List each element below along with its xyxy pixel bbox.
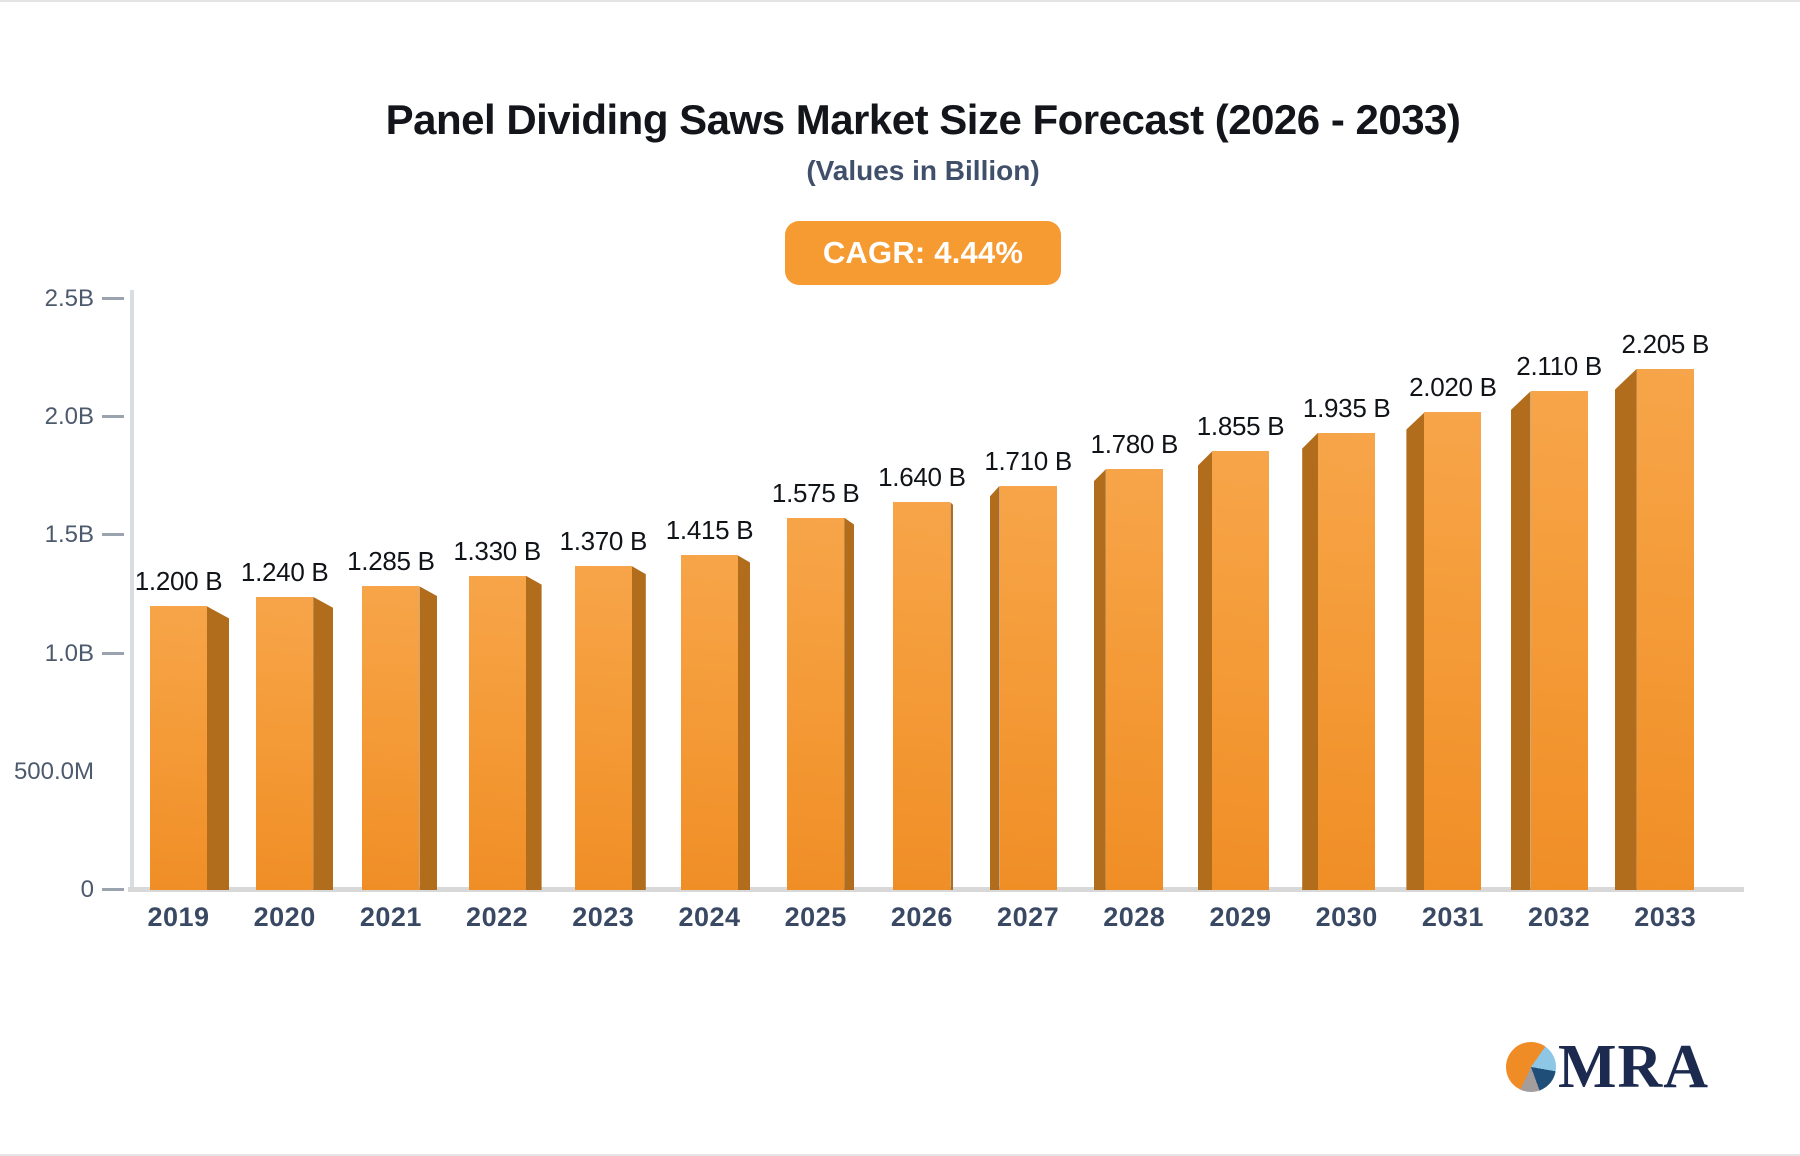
x-axis-label: 2019 <box>147 902 210 932</box>
x-axis-label: 2024 <box>678 902 741 932</box>
cagr-badge: CAGR: 4.44% <box>784 221 1062 286</box>
bar-value-label: 1.285 B <box>347 546 435 577</box>
y-axis-tick-dash <box>102 297 124 300</box>
bar[interactable] <box>787 517 845 890</box>
x-axis-label: 2023 <box>572 902 635 932</box>
x-axis-label: 2025 <box>784 902 847 932</box>
chart-header: Panel Dividing Saws Market Size Forecast… <box>46 96 1800 286</box>
mra-logo: MRA <box>1506 1033 1710 1101</box>
bar-side-face <box>1510 391 1531 890</box>
bar[interactable] <box>1424 412 1482 890</box>
bar-side-face <box>1614 368 1637 890</box>
chart-subtitle: (Values in Billion) <box>806 155 1040 187</box>
bar[interactable] <box>1105 469 1163 890</box>
bar-side-face <box>844 517 855 890</box>
bar-value-label: 1.640 B <box>878 462 966 493</box>
bar-side-face <box>207 606 229 890</box>
x-axis-label: 2033 <box>1634 902 1697 932</box>
bar-value-label: 1.200 B <box>134 566 223 597</box>
y-axis-tick-label: 0 <box>80 876 94 903</box>
bar-side-face <box>525 575 542 890</box>
bar[interactable] <box>1318 432 1376 890</box>
bar-side-face <box>950 502 954 890</box>
bar-side-face <box>1302 432 1319 890</box>
bar-side-face <box>1093 469 1106 890</box>
y-axis-tick-label: 500.0M <box>13 757 94 785</box>
x-axis-label: 2026 <box>890 902 953 932</box>
x-axis-label: 2021 <box>359 902 422 932</box>
pie-chart-logo-icon <box>1506 1042 1556 1092</box>
bar[interactable] <box>574 566 632 890</box>
y-axis-tick-dash <box>102 888 124 891</box>
bar-value-label: 1.240 B <box>240 556 329 587</box>
bar-value-label: 2.205 B <box>1621 328 1710 359</box>
x-axis-label: 2027 <box>997 902 1060 932</box>
bar[interactable] <box>256 596 314 890</box>
bar[interactable] <box>999 485 1057 890</box>
bar-value-label: 1.415 B <box>665 515 754 546</box>
x-axis-label: 2029 <box>1209 902 1272 932</box>
x-axis-label: 2022 <box>466 902 529 932</box>
bar-side-face <box>631 566 646 890</box>
bar-value-label: 2.020 B <box>1409 372 1497 403</box>
x-axis-label: 2031 <box>1421 902 1484 932</box>
bar[interactable] <box>468 575 526 890</box>
y-axis-tick-label: 1.0B <box>44 639 94 667</box>
chart-title: Panel Dividing Saws Market Size Forecast… <box>385 96 1461 143</box>
y-axis-tick-dash <box>102 651 124 655</box>
y-axis-tick-dash <box>102 533 124 537</box>
bar[interactable] <box>1636 368 1694 890</box>
bar-side-face <box>1406 412 1425 890</box>
y-axis-tick-dash <box>102 415 124 419</box>
bar-value-label: 1.575 B <box>771 477 860 508</box>
bar[interactable] <box>1530 391 1588 890</box>
bar-value-label: 1.710 B <box>984 445 1072 476</box>
y-axis-tick-label: 2.0B <box>44 403 94 431</box>
y-axis-tick-label: 1.5B <box>44 521 94 549</box>
x-axis-label: 2020 <box>253 902 316 932</box>
y-axis-line <box>130 290 134 890</box>
bar[interactable] <box>150 606 207 890</box>
bar-side-face <box>738 555 750 890</box>
bar[interactable] <box>681 555 738 890</box>
bar-side-face <box>419 586 438 890</box>
bar-side-face <box>313 596 334 890</box>
bar-value-label: 1.935 B <box>1302 392 1391 423</box>
x-axis-label: 2032 <box>1528 902 1591 932</box>
bar-side-face <box>989 485 1000 890</box>
x-axis-label: 2028 <box>1103 902 1166 932</box>
bar-value-label: 1.855 B <box>1196 411 1285 442</box>
bar[interactable] <box>362 586 420 890</box>
bar-value-label: 1.330 B <box>453 535 541 566</box>
bar-value-label: 1.370 B <box>559 526 648 557</box>
bar-value-label: 2.110 B <box>1516 351 1602 382</box>
bar[interactable] <box>893 502 951 890</box>
logo-text: MRA <box>1558 1033 1710 1101</box>
bar[interactable] <box>1212 451 1269 890</box>
bar-side-face <box>1198 451 1212 890</box>
bar-value-label: 1.780 B <box>1090 429 1179 460</box>
x-axis-label: 2030 <box>1315 902 1378 932</box>
y-axis-tick-label: 2.5B <box>44 285 94 312</box>
